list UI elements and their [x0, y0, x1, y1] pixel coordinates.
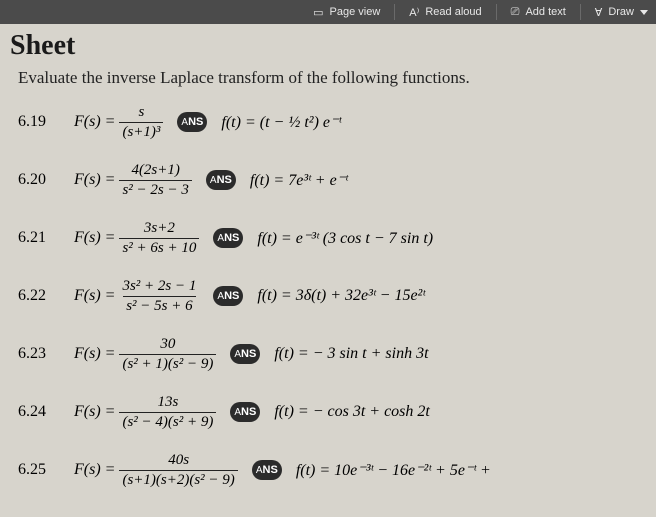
problem-lhs: F(s) = 13s (s² − 4)(s² + 9)	[74, 394, 216, 430]
problem-lhs: F(s) = 3s+2 s² + 6s + 10	[74, 220, 199, 256]
problem-lhs: F(s) = 40s (s+1)(s+2)(s² − 9)	[74, 452, 238, 488]
problem-row: 6.22 F(s) = 3s² + 2s − 1 s² − 5s + 6 ANS…	[18, 272, 646, 320]
answer-expr: f(t) = − 3 sin t + sinh 3t	[274, 345, 428, 363]
problem-number: 6.23	[18, 345, 60, 363]
answer-badge: ANS	[177, 112, 207, 132]
problem-row: 6.20 F(s) = 4(2s+1) s² − 2s − 3 ANS f(t)…	[18, 156, 646, 204]
chevron-down-icon	[640, 10, 648, 15]
page-instruction: Evaluate the inverse Laplace transform o…	[18, 68, 646, 88]
draw-icon: ∀	[595, 6, 603, 19]
answer-badge: ANS	[206, 170, 236, 190]
page-view-label: Page view	[330, 6, 381, 18]
read-aloud-label: Read aloud	[425, 6, 481, 18]
ans-text: ANS	[217, 232, 239, 244]
fs-label: F(s) =	[74, 113, 115, 131]
problem-number: 6.24	[18, 403, 60, 421]
ans-text: ANS	[234, 406, 256, 418]
numerator: 3s+2	[141, 220, 178, 238]
denominator: s² − 5s + 6	[123, 296, 195, 315]
problem-number: 6.20	[18, 171, 60, 189]
denominator: s² − 2s − 3	[119, 180, 191, 199]
problem-row: 6.24 F(s) = 13s (s² − 4)(s² + 9) ANS f(t…	[18, 388, 646, 436]
numerator: 3s² + 2s − 1	[119, 278, 199, 296]
toolbar-separator	[496, 4, 497, 20]
pdf-toolbar: ▭ Page view A⁾ Read aloud ⎚ Add text ∀ D…	[0, 0, 656, 24]
fraction: 3s² + 2s − 1 s² − 5s + 6	[119, 278, 199, 314]
toolbar-separator	[394, 4, 395, 20]
fraction: 30 (s² + 1)(s² − 9)	[119, 336, 216, 372]
fs-label: F(s) =	[74, 461, 115, 479]
numerator: 40s	[165, 452, 192, 470]
answer-badge: ANS	[252, 460, 282, 480]
answer-badge: ANS	[213, 286, 243, 306]
fs-label: F(s) =	[74, 345, 115, 363]
read-aloud-button[interactable]: A⁾ Read aloud	[409, 6, 481, 19]
problem-lhs: F(s) = 4(2s+1) s² − 2s − 3	[74, 162, 192, 198]
ans-text: ANS	[256, 464, 278, 476]
document-page: Sheet Evaluate the inverse Laplace trans…	[0, 24, 656, 517]
problem-number: 6.21	[18, 229, 60, 247]
ans-text: ANS	[210, 174, 232, 186]
ans-text: ANS	[217, 290, 239, 302]
draw-button[interactable]: ∀ Draw	[595, 6, 648, 19]
page-view-button[interactable]: ▭ Page view	[313, 6, 380, 19]
fs-label: F(s) =	[74, 403, 115, 421]
numerator: 13s	[154, 394, 181, 412]
answer-badge: ANS	[213, 228, 243, 248]
answer-expr: f(t) = 10e⁻³ᵗ − 16e⁻²ᵗ + 5e⁻ᵗ +	[296, 460, 491, 480]
fs-label: F(s) =	[74, 287, 115, 305]
answer-badge: ANS	[230, 344, 260, 364]
answer-expr: f(t) = 3δ(t) + 32e³ᵗ − 15e²ᵗ	[257, 287, 425, 305]
problem-number: 6.19	[18, 113, 60, 131]
add-text-icon: ⎚	[511, 6, 520, 19]
fraction: 4(2s+1) s² − 2s − 3	[119, 162, 191, 198]
fs-label: F(s) =	[74, 171, 115, 189]
numerator: 4(2s+1)	[128, 162, 182, 180]
fraction: s (s+1)³	[119, 104, 163, 140]
page-title: Sheet	[10, 30, 646, 62]
problem-list: 6.19 F(s) = s (s+1)³ ANS f(t) = (t − ½ t…	[10, 98, 646, 494]
add-text-button[interactable]: ⎚ Add text	[511, 6, 566, 19]
answer-badge: ANS	[230, 402, 260, 422]
problem-number: 6.25	[18, 461, 60, 479]
denominator: (s+1)³	[119, 122, 163, 141]
answer-expr: f(t) = 7e³ᵗ + e⁻ᵗ	[250, 170, 348, 190]
problem-row: 6.25 F(s) = 40s (s+1)(s+2)(s² − 9) ANS f…	[18, 446, 646, 494]
problem-lhs: F(s) = s (s+1)³	[74, 104, 163, 140]
read-aloud-icon: A⁾	[409, 6, 419, 19]
numerator: 30	[157, 336, 178, 354]
fraction: 3s+2 s² + 6s + 10	[119, 220, 199, 256]
denominator: s² + 6s + 10	[119, 238, 199, 257]
answer-expr: f(t) = − cos 3t + cosh 2t	[274, 403, 429, 421]
problem-row: 6.21 F(s) = 3s+2 s² + 6s + 10 ANS f(t) =…	[18, 214, 646, 262]
page-view-icon: ▭	[313, 6, 323, 19]
numerator: s	[136, 104, 148, 122]
denominator: (s² + 1)(s² − 9)	[119, 354, 216, 373]
denominator: (s² − 4)(s² + 9)	[119, 412, 216, 431]
problem-row: 6.19 F(s) = s (s+1)³ ANS f(t) = (t − ½ t…	[18, 98, 646, 146]
problem-lhs: F(s) = 3s² + 2s − 1 s² − 5s + 6	[74, 278, 199, 314]
answer-expr: f(t) = e⁻³ᵗ (3 cos t − 7 sin t)	[257, 228, 433, 248]
ans-text: ANS	[234, 348, 256, 360]
problem-number: 6.22	[18, 287, 60, 305]
ans-text: ANS	[181, 116, 203, 128]
fs-label: F(s) =	[74, 229, 115, 247]
problem-row: 6.23 F(s) = 30 (s² + 1)(s² − 9) ANS f(t)…	[18, 330, 646, 378]
answer-expr: f(t) = (t − ½ t²) e⁻ᵗ	[221, 112, 341, 132]
fraction: 40s (s+1)(s+2)(s² − 9)	[119, 452, 237, 488]
denominator: (s+1)(s+2)(s² − 9)	[119, 470, 237, 489]
problem-lhs: F(s) = 30 (s² + 1)(s² − 9)	[74, 336, 216, 372]
fraction: 13s (s² − 4)(s² + 9)	[119, 394, 216, 430]
toolbar-separator	[580, 4, 581, 20]
draw-label: Draw	[608, 6, 634, 18]
add-text-label: Add text	[525, 6, 565, 18]
